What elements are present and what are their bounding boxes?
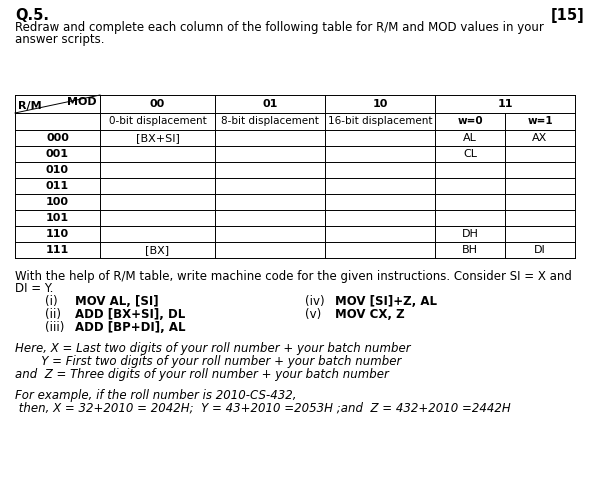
Text: AL: AL [463,133,477,143]
Text: 100: 100 [46,197,69,207]
Text: 101: 101 [46,213,69,223]
Text: 16-bit displacement: 16-bit displacement [328,116,432,126]
Text: (iii): (iii) [45,321,64,334]
Text: MOV AL, [SI]: MOV AL, [SI] [75,295,158,308]
Text: BH: BH [462,245,478,255]
Text: (iv): (iv) [305,295,325,308]
Text: [15]: [15] [551,8,585,23]
Text: and  Z = Three digits of your roll number + your batch number: and Z = Three digits of your roll number… [15,368,389,381]
Text: MOD: MOD [67,97,97,107]
Text: answer scripts.: answer scripts. [15,33,104,46]
Text: (ii): (ii) [45,308,61,321]
Text: w=1: w=1 [527,116,553,126]
Text: (i): (i) [45,295,58,308]
Text: Here, X = Last two digits of your roll number + your batch number: Here, X = Last two digits of your roll n… [15,342,410,355]
Text: DI: DI [534,245,546,255]
Text: R/M: R/M [18,101,41,111]
Text: ADD [BP+DI], AL: ADD [BP+DI], AL [75,321,185,334]
Text: 11: 11 [497,99,513,109]
Text: 011: 011 [46,181,69,191]
Text: 10: 10 [373,99,388,109]
Text: 00: 00 [150,99,165,109]
Text: 01: 01 [262,99,278,109]
Text: w=0: w=0 [457,116,483,126]
Text: 001: 001 [46,149,69,159]
Text: MOV CX, Z: MOV CX, Z [335,308,404,321]
Text: Redraw and complete each column of the following table for R/M and MOD values in: Redraw and complete each column of the f… [15,21,544,34]
Text: With the help of R/M table, write machine code for the given instructions. Consi: With the help of R/M table, write machin… [15,270,572,283]
Text: Q.5.: Q.5. [15,8,49,23]
Text: [BX+SI]: [BX+SI] [136,133,179,143]
Text: DI = Y.: DI = Y. [15,282,53,295]
Text: AX: AX [532,133,548,143]
Text: 8-bit displacement: 8-bit displacement [221,116,319,126]
Text: 111: 111 [46,245,69,255]
Text: Y = First two digits of your roll number + your batch number: Y = First two digits of your roll number… [15,355,401,368]
Text: (v): (v) [305,308,321,321]
Text: 0-bit displacement: 0-bit displacement [109,116,206,126]
Text: 110: 110 [46,229,69,239]
Text: 010: 010 [46,165,69,175]
Text: 000: 000 [46,133,69,143]
Text: [BX]: [BX] [145,245,170,255]
Text: MOV [SI]+Z, AL: MOV [SI]+Z, AL [335,295,437,308]
Text: DH: DH [461,229,478,239]
Text: For example, if the roll number is 2010-CS-432,: For example, if the roll number is 2010-… [15,389,296,402]
Text: ADD [BX+SI], DL: ADD [BX+SI], DL [75,308,185,321]
Text: then, X = 32+2010 = 2042H;  Y = 43+2010 =2053H ;and  Z = 432+2010 =2442H: then, X = 32+2010 = 2042H; Y = 43+2010 =… [15,402,511,415]
Text: CL: CL [463,149,477,159]
